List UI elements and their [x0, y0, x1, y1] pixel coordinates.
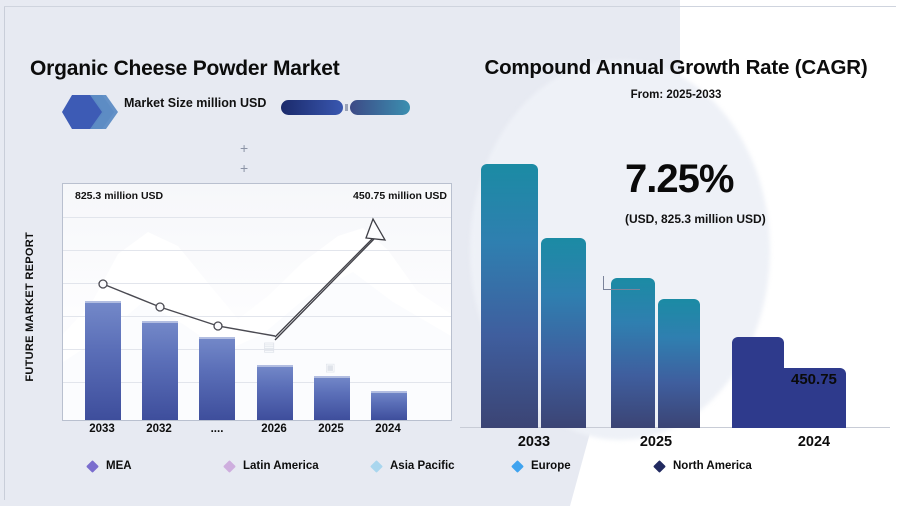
- xlabel-2025: 2025: [318, 423, 344, 435]
- left-panel: Organic Cheese Powder Market Market Size…: [24, 57, 452, 443]
- legend-marker-icon: [86, 459, 99, 473]
- rxlabel-2025: 2025: [639, 434, 673, 450]
- legend-label: MEA: [106, 460, 132, 472]
- decorative-pill-primary: [281, 100, 343, 115]
- rbar-2024-primary: [732, 337, 784, 428]
- legend-item-europe[interactable]: Europe: [511, 459, 571, 473]
- cagr-title: Compound Annual Growth Rate (CAGR): [484, 56, 868, 79]
- xlabel-2024: 2024: [375, 423, 401, 435]
- legend-marker-icon: [223, 459, 236, 473]
- value-label-min: 450.75 million USD: [353, 190, 447, 202]
- plus-marker-icon: +: [240, 160, 249, 176]
- frame-top-border: [4, 6, 896, 7]
- legend-label: Europe: [531, 460, 571, 472]
- legend-item-latin-america[interactable]: Latin America: [223, 459, 319, 473]
- legend-label: Latin America: [243, 460, 319, 472]
- cagr-value: 7.25%: [625, 157, 734, 201]
- rbar-2033-primary: [481, 164, 538, 428]
- cagr-subtitle: From: 2025-2033: [630, 89, 722, 101]
- legend-item-asia-pacific[interactable]: Asia Pacific: [370, 459, 455, 473]
- rbar-2025-secondary: [658, 299, 700, 428]
- brand-subtitle: Market Size million USD: [124, 96, 267, 110]
- hexagon-logo-icon: [62, 95, 124, 129]
- rxlabel-2024: 2024: [797, 434, 831, 450]
- growth-arrow-icon: [274, 217, 387, 341]
- value-label-max: 825.3 million USD: [75, 190, 164, 202]
- left-axis-title: FUTURE MARKET REPORT: [24, 232, 36, 382]
- page-title: Organic Cheese Powder Market: [30, 57, 340, 80]
- rbar-2025-primary: [611, 278, 655, 428]
- bar-2024: [371, 391, 407, 420]
- bar-2026: [257, 365, 293, 420]
- xlabel-ellipsis: ....: [210, 423, 224, 435]
- plus-marker-icon: +: [240, 140, 249, 156]
- legend-label: North America: [673, 460, 752, 472]
- rxlabel-2033: 2033: [517, 434, 551, 450]
- rbar-2033-secondary: [541, 238, 586, 428]
- cagr-note: (USD, 825.3 million USD): [625, 212, 766, 226]
- legend: MEA Latin America Asia Pacific Europe No…: [0, 459, 900, 490]
- bar-2032: [142, 321, 178, 420]
- legend-marker-icon: [653, 459, 666, 473]
- decorative-pill-secondary: [350, 100, 410, 115]
- left-chart-plot-area: 825.3 million USD 450.75 million USD: [62, 183, 452, 421]
- legend-marker-icon: [370, 459, 383, 473]
- bar-2025: [314, 376, 350, 420]
- right-panel: Compound Annual Growth Rate (CAGR) From:…: [440, 0, 900, 506]
- xlabel-2033: 2033: [89, 423, 115, 435]
- watermark-glyph: ▣: [325, 362, 336, 374]
- left-chart-x-axis: 2033 2032 .... 2026 2025 2024: [62, 423, 450, 443]
- rbar-value-label: 450.75: [791, 371, 837, 388]
- xlabel-2026: 2026: [261, 423, 287, 435]
- watermark-glyph: ▤: [263, 339, 276, 354]
- axis-elbow-tick: [603, 276, 640, 290]
- decorative-separator: [345, 104, 348, 111]
- frame-left-border: [4, 6, 5, 500]
- legend-label: Asia Pacific: [390, 460, 455, 472]
- bar-2033: [85, 301, 121, 420]
- rbar-2024-secondary: [784, 368, 846, 428]
- legend-marker-icon: [511, 459, 524, 473]
- bar-ellipsis: [199, 337, 235, 420]
- xlabel-2032: 2032: [146, 423, 172, 435]
- legend-item-mea[interactable]: MEA: [86, 459, 132, 473]
- trend-line-overlay: [98, 279, 276, 337]
- right-chart-plot-area: [440, 0, 900, 428]
- legend-item-north-america[interactable]: North America: [653, 459, 752, 473]
